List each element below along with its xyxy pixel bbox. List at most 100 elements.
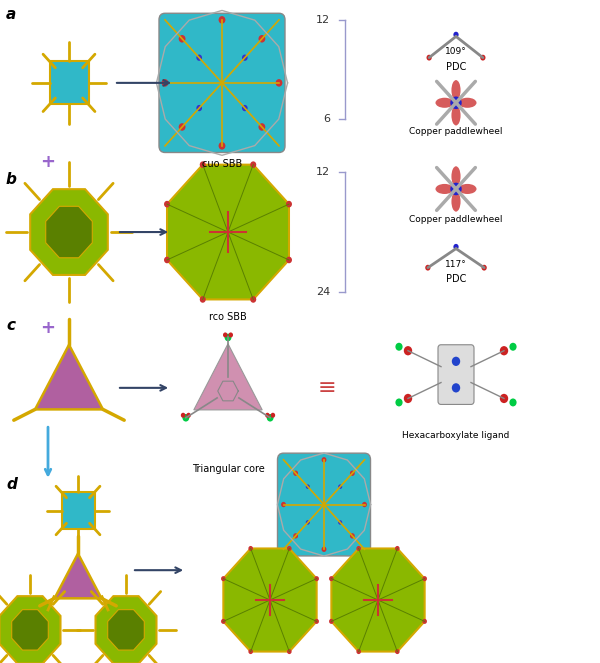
Text: 12: 12 bbox=[316, 167, 330, 178]
Circle shape bbox=[271, 413, 275, 418]
Circle shape bbox=[452, 357, 460, 366]
Circle shape bbox=[224, 333, 232, 341]
Polygon shape bbox=[30, 189, 108, 275]
FancyBboxPatch shape bbox=[277, 453, 371, 556]
Circle shape bbox=[259, 35, 265, 42]
Polygon shape bbox=[35, 345, 103, 410]
Circle shape bbox=[322, 546, 326, 552]
Circle shape bbox=[161, 79, 169, 87]
Circle shape bbox=[362, 502, 367, 507]
Circle shape bbox=[248, 546, 253, 551]
Circle shape bbox=[182, 414, 189, 422]
Circle shape bbox=[164, 201, 170, 208]
Polygon shape bbox=[331, 548, 425, 652]
Circle shape bbox=[187, 413, 191, 418]
Text: c: c bbox=[6, 318, 15, 333]
Circle shape bbox=[306, 485, 310, 489]
Circle shape bbox=[223, 332, 227, 337]
Text: ≡: ≡ bbox=[317, 378, 337, 398]
FancyBboxPatch shape bbox=[159, 13, 285, 152]
Circle shape bbox=[427, 55, 432, 60]
Circle shape bbox=[395, 649, 400, 654]
Circle shape bbox=[250, 296, 256, 303]
Circle shape bbox=[314, 619, 319, 624]
Circle shape bbox=[286, 257, 292, 263]
Circle shape bbox=[454, 32, 458, 38]
Text: 109°: 109° bbox=[445, 47, 467, 56]
Circle shape bbox=[179, 123, 185, 131]
Polygon shape bbox=[55, 554, 101, 598]
Circle shape bbox=[306, 520, 310, 524]
Circle shape bbox=[329, 619, 334, 624]
Text: a: a bbox=[6, 7, 16, 22]
Circle shape bbox=[250, 161, 256, 168]
Text: PDC: PDC bbox=[446, 62, 466, 72]
Circle shape bbox=[404, 394, 412, 403]
Circle shape bbox=[179, 35, 185, 42]
Circle shape bbox=[500, 394, 508, 403]
Circle shape bbox=[395, 546, 400, 551]
Ellipse shape bbox=[451, 166, 461, 186]
Text: +: + bbox=[41, 153, 56, 172]
Circle shape bbox=[196, 105, 202, 111]
Circle shape bbox=[248, 649, 253, 654]
Text: Copper paddlewheel: Copper paddlewheel bbox=[409, 215, 503, 225]
Circle shape bbox=[200, 161, 206, 168]
Polygon shape bbox=[12, 610, 48, 650]
Circle shape bbox=[287, 649, 292, 654]
Circle shape bbox=[242, 54, 248, 61]
Polygon shape bbox=[49, 61, 89, 104]
Circle shape bbox=[181, 413, 185, 418]
Circle shape bbox=[259, 123, 265, 131]
Circle shape bbox=[221, 576, 226, 581]
Text: PDC: PDC bbox=[446, 274, 466, 284]
Circle shape bbox=[350, 533, 355, 538]
Circle shape bbox=[275, 79, 283, 87]
Ellipse shape bbox=[436, 184, 454, 194]
Polygon shape bbox=[223, 548, 317, 652]
Circle shape bbox=[338, 520, 342, 524]
Circle shape bbox=[221, 619, 226, 624]
Polygon shape bbox=[108, 610, 144, 650]
Circle shape bbox=[395, 398, 403, 406]
Text: rco SBB: rco SBB bbox=[209, 312, 247, 322]
Circle shape bbox=[500, 346, 508, 355]
Text: 6: 6 bbox=[323, 114, 330, 125]
Circle shape bbox=[509, 398, 517, 406]
Text: +: + bbox=[41, 319, 56, 337]
Circle shape bbox=[218, 16, 226, 24]
Circle shape bbox=[450, 96, 462, 109]
Text: Triangular core: Triangular core bbox=[191, 464, 265, 474]
Circle shape bbox=[422, 619, 427, 624]
Circle shape bbox=[218, 142, 226, 150]
Circle shape bbox=[267, 414, 274, 422]
Ellipse shape bbox=[451, 192, 461, 211]
Text: Hexacarboxylate ligand: Hexacarboxylate ligand bbox=[403, 431, 509, 440]
Circle shape bbox=[314, 576, 319, 581]
Ellipse shape bbox=[458, 184, 476, 194]
Text: d: d bbox=[6, 477, 17, 493]
Polygon shape bbox=[46, 206, 92, 258]
Circle shape bbox=[329, 576, 334, 581]
Polygon shape bbox=[95, 596, 157, 663]
Circle shape bbox=[242, 105, 248, 111]
Circle shape bbox=[265, 413, 269, 418]
Polygon shape bbox=[62, 492, 95, 529]
Ellipse shape bbox=[458, 97, 476, 108]
FancyBboxPatch shape bbox=[438, 345, 474, 404]
Text: 24: 24 bbox=[316, 286, 330, 297]
Circle shape bbox=[293, 533, 298, 538]
Text: b: b bbox=[6, 172, 17, 188]
Circle shape bbox=[229, 332, 233, 337]
Circle shape bbox=[404, 346, 412, 355]
Circle shape bbox=[422, 576, 427, 581]
Text: cuo SBB: cuo SBB bbox=[202, 159, 242, 169]
Circle shape bbox=[454, 244, 458, 250]
Ellipse shape bbox=[451, 105, 461, 125]
Circle shape bbox=[196, 54, 202, 61]
Ellipse shape bbox=[451, 80, 461, 100]
Polygon shape bbox=[0, 596, 61, 663]
Circle shape bbox=[356, 546, 361, 551]
Circle shape bbox=[200, 296, 206, 303]
Polygon shape bbox=[167, 164, 289, 300]
